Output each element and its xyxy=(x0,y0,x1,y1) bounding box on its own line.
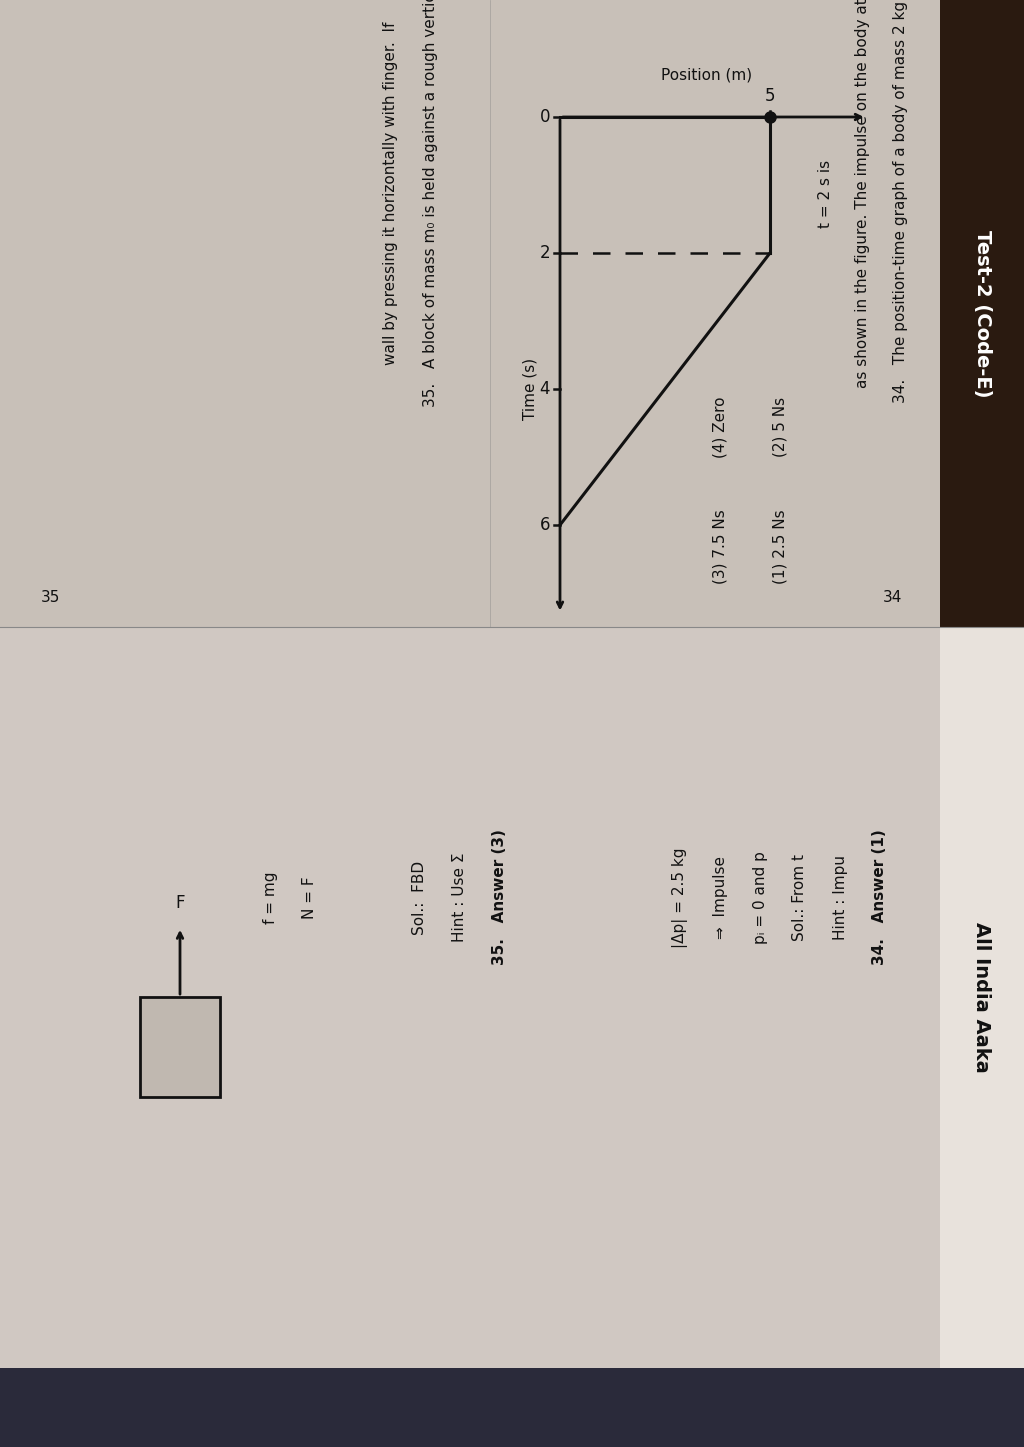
Text: f = mg: f = mg xyxy=(262,871,278,923)
Text: 0: 0 xyxy=(540,109,550,126)
Text: 34.   The position-time graph of a body of mass 2 kg is: 34. The position-time graph of a body of… xyxy=(893,0,907,404)
Text: 35.   A block of mass m₀ is held against a rough vertical: 35. A block of mass m₀ is held against a… xyxy=(423,0,437,407)
Text: (4) Zero: (4) Zero xyxy=(713,396,727,457)
Bar xyxy=(940,0,1024,627)
Text: 4: 4 xyxy=(540,381,550,398)
Text: 5: 5 xyxy=(765,87,775,106)
Bar xyxy=(0,627,1024,1367)
Text: (2) 5 Ns: (2) 5 Ns xyxy=(772,396,787,457)
Text: 35: 35 xyxy=(40,589,59,605)
Text: as shown in the figure. The impulse on the body at: as shown in the figure. The impulse on t… xyxy=(854,0,869,388)
Text: All India Aaka: All India Aaka xyxy=(973,922,991,1072)
Text: wall by pressing it horizontally with finger.  If: wall by pressing it horizontally with fi… xyxy=(383,22,397,365)
Text: 34: 34 xyxy=(883,589,902,605)
Text: pᵢ = 0 and p: pᵢ = 0 and p xyxy=(753,851,768,943)
Text: Test-2 (Code-E): Test-2 (Code-E) xyxy=(973,230,991,398)
Text: 6: 6 xyxy=(540,517,550,534)
Bar xyxy=(0,1367,1024,1447)
Text: 34.   Answer (1): 34. Answer (1) xyxy=(872,829,888,965)
Text: ⇒  Impulse: ⇒ Impulse xyxy=(713,857,727,939)
Text: |Δp| = 2.5 kg: |Δp| = 2.5 kg xyxy=(672,848,688,948)
Bar xyxy=(0,0,1024,627)
Text: 35.   Answer (3): 35. Answer (3) xyxy=(493,829,508,965)
Text: Sol.:  FBD: Sol.: FBD xyxy=(413,861,427,935)
Text: Hint : Use Σ: Hint : Use Σ xyxy=(453,852,468,942)
Text: Hint : Impu: Hint : Impu xyxy=(833,855,848,941)
Text: t = 2 s is: t = 2 s is xyxy=(817,159,833,227)
Text: F: F xyxy=(175,894,184,912)
Bar xyxy=(140,997,220,1097)
Text: Position (m): Position (m) xyxy=(662,67,753,82)
Text: Sol.: From t: Sol.: From t xyxy=(793,854,808,941)
Text: (1) 2.5 Ns: (1) 2.5 Ns xyxy=(772,509,787,585)
Text: (3) 7.5 Ns: (3) 7.5 Ns xyxy=(713,509,727,585)
Text: Time (s): Time (s) xyxy=(522,357,538,420)
Text: 2: 2 xyxy=(540,245,550,262)
Text: N = F: N = F xyxy=(302,877,317,919)
Bar xyxy=(940,627,1024,1367)
